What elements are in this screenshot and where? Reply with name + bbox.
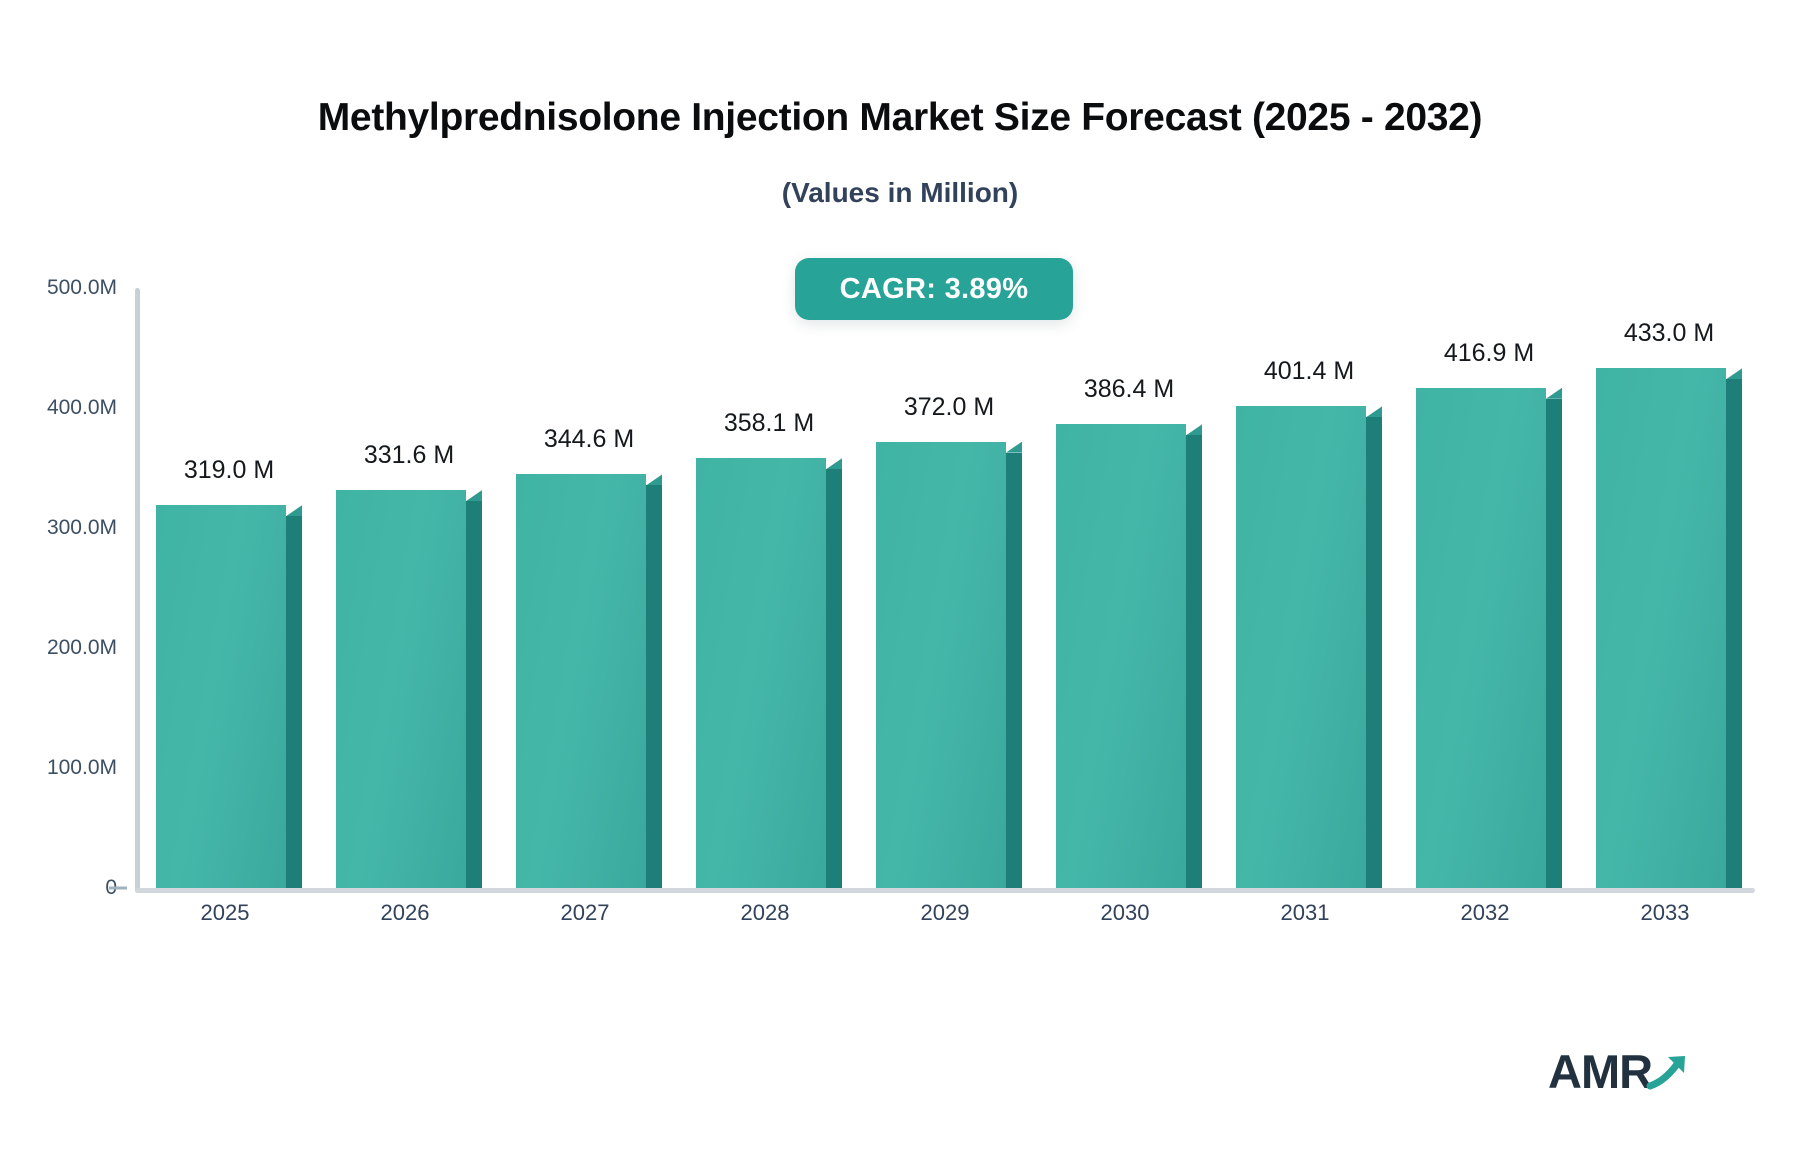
bar-front-face <box>1416 387 1546 888</box>
cagr-badge-label: CAGR: 3.89% <box>839 272 1029 305</box>
bar-side-face <box>1546 398 1562 888</box>
bar-slot: 433.0 M <box>1596 288 1742 888</box>
bar[interactable] <box>1416 387 1562 888</box>
bar[interactable] <box>876 441 1022 888</box>
bar[interactable] <box>1056 424 1202 888</box>
x-axis-tick-label: 2031 <box>1280 900 1330 925</box>
bar-slot: 358.1 M <box>696 288 842 888</box>
bar-value-label: 416.9 M <box>1443 338 1535 367</box>
bar-front-face <box>336 490 466 888</box>
bar-top-face <box>466 490 482 502</box>
bar-value-label: 372.0 M <box>903 392 995 421</box>
bar[interactable] <box>156 505 302 888</box>
bar-value-label: 433.0 M <box>1623 319 1715 348</box>
amr-logo-text: AMR <box>1548 1045 1653 1098</box>
bar-top-face <box>1186 424 1202 436</box>
bar[interactable] <box>1236 406 1382 888</box>
y-axis-tick-label: 200.0M <box>46 636 117 659</box>
bar-top-face <box>1726 368 1742 380</box>
bar-side-face <box>466 501 482 888</box>
bar-side-face <box>286 516 302 888</box>
y-axis-tick-mark <box>109 886 127 890</box>
y-axis-tick-label: 300.0M <box>46 516 117 539</box>
bar-top-face <box>826 458 842 470</box>
x-axis-line <box>135 888 1755 893</box>
bar-front-face <box>1596 368 1726 888</box>
bar-value-label: 386.4 M <box>1083 375 1175 404</box>
amr-logo: AMR <box>1548 1046 1690 1097</box>
bar-front-face <box>516 474 646 888</box>
y-axis-tick-label: 100.0M <box>46 756 117 779</box>
bar-front-face <box>1236 406 1366 888</box>
bar-slot: 372.0 M <box>876 288 1022 888</box>
bar-value-label: 358.1 M <box>723 409 815 438</box>
bar-side-face <box>1006 452 1022 888</box>
cagr-badge: CAGR: 3.89% <box>795 258 1073 320</box>
bar-top-face <box>1006 441 1022 453</box>
bar-side-face <box>1726 379 1742 888</box>
bar-slot: 344.6 M <box>516 288 662 888</box>
bar-value-label: 401.4 M <box>1263 357 1355 386</box>
page-title: Methylprednisolone Injection Market Size… <box>317 96 1483 139</box>
y-axis-tick-label: 0 <box>0 876 117 900</box>
bar-side-face <box>646 485 662 888</box>
x-axis-tick-label: 2026 <box>380 900 430 925</box>
arrow-up-right-icon <box>1646 1052 1690 1097</box>
bar-series: 319.0 M 331.6 M 344.6 M 358.1 M 372.0 M 386.4… <box>135 288 1755 888</box>
page-subtitle: (Values in Million) <box>781 177 1019 208</box>
bar-slot: 416.9 M <box>1416 288 1562 888</box>
x-axis-tick-label: 2027 <box>560 900 610 925</box>
x-axis-tick-label: 2025 <box>200 900 250 925</box>
x-axis-tick-label: 2028 <box>740 900 790 925</box>
bar-side-face <box>1186 435 1202 888</box>
bar-slot: 331.6 M <box>336 288 482 888</box>
bar-top-face <box>1366 406 1382 418</box>
x-axis-tick-label: 2033 <box>1640 900 1690 925</box>
bar-slot: 319.0 M <box>156 288 302 888</box>
bar-front-face <box>876 441 1006 888</box>
bar-top-face <box>646 474 662 486</box>
bar-top-face <box>1546 387 1562 399</box>
bar-value-label: 344.6 M <box>543 425 635 454</box>
bar[interactable] <box>1596 368 1742 888</box>
bar[interactable] <box>516 474 662 888</box>
y-axis-tick-label: 400.0M <box>46 396 117 419</box>
x-axis-tick-label: 2029 <box>920 900 970 925</box>
x-axis-tick-label: 2030 <box>1100 900 1150 925</box>
bar-value-label: 319.0 M <box>183 456 275 485</box>
bar-slot: 401.4 M <box>1236 288 1382 888</box>
bar-side-face <box>826 469 842 888</box>
x-axis-tick-label: 2032 <box>1460 900 1510 925</box>
bar[interactable] <box>336 490 482 888</box>
bar-top-face <box>286 505 302 517</box>
bar-value-label: 331.6 M <box>363 441 455 470</box>
bar-front-face <box>1056 424 1186 888</box>
bar-front-face <box>696 458 826 888</box>
y-axis-tick-label: 500.0M <box>46 276 117 299</box>
bar-slot: 386.4 M <box>1056 288 1202 888</box>
bar-front-face <box>156 505 286 888</box>
bar-side-face <box>1366 417 1382 888</box>
y-axis-line <box>135 288 140 893</box>
bar[interactable] <box>696 458 842 888</box>
